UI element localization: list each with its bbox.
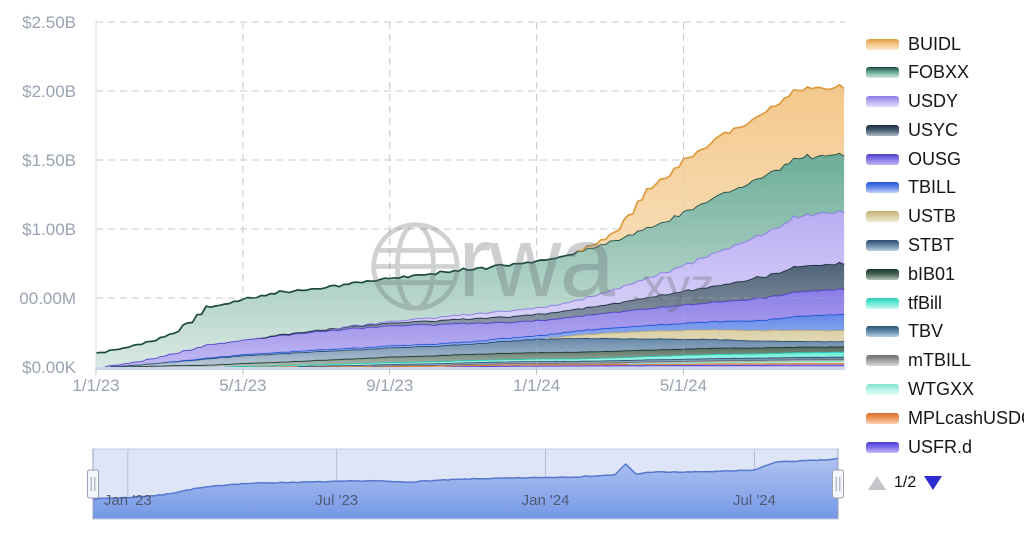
legend: BUIDL FOBXX USDY USYC OUSG TBILL USTB STBT bIB01…	[866, 33, 1024, 492]
legend-item-OUSG[interactable]: OUSG	[866, 148, 1024, 170]
legend-swatch-MPLcashUSDC	[866, 412, 899, 424]
legend-page-indicator: 1/2	[894, 474, 917, 492]
x-axis-label: 1/1/23	[72, 376, 119, 395]
area-USDY[interactable]	[96, 210, 845, 367]
legend-label: WTGXX	[908, 379, 974, 400]
legend-swatch-STBT	[866, 240, 899, 252]
area-USTB[interactable]	[96, 329, 845, 367]
legend-pager: 1/2	[868, 474, 1024, 492]
legend-swatch-mTBILL	[866, 355, 899, 367]
legend-prev-button[interactable]	[868, 476, 886, 491]
x-axis-label: 9/1/23	[366, 376, 413, 395]
legend-item-MPLcashUSDC[interactable]: MPLcashUSDC	[866, 407, 1024, 429]
legend-label: TBV	[908, 321, 944, 342]
legend-label: BUIDL	[908, 33, 962, 54]
legend-swatch-USYC	[866, 124, 899, 136]
legend-label: USTB	[908, 206, 957, 227]
handle-grip	[87, 469, 99, 499]
y-axis-label: $1.50B	[22, 151, 76, 170]
legend-label: MPLcashUSDC	[908, 407, 1024, 428]
legend-label: USYC	[908, 119, 959, 140]
legend-label: USFR.d	[908, 436, 973, 457]
legend-swatch-USTB	[866, 211, 899, 223]
navigator-axis-label: Jul '23	[315, 492, 358, 509]
legend-item-bIB01[interactable]: bIB01	[866, 263, 1024, 285]
legend-item-tfBill[interactable]: tfBill	[866, 292, 1024, 314]
handle-grip	[832, 469, 844, 499]
legend-label: FOBXX	[908, 62, 970, 83]
legend-item-USTB[interactable]: USTB	[866, 206, 1024, 228]
legend-swatch-WTGXX	[866, 384, 899, 396]
navigator-axis-label: Jan '23	[104, 492, 152, 509]
x-axis-label: 1/1/24	[513, 376, 560, 395]
axes: $2.50B$2.00B$1.50B$1.00B00.00M$0.00K1/1/…	[19, 13, 845, 395]
gridlines	[96, 21, 845, 367]
legend-swatch-FOBXX	[866, 67, 899, 79]
area-TBILL[interactable]	[96, 314, 845, 367]
y-axis-label: $1.00B	[22, 220, 76, 239]
legend-label: OUSG	[908, 148, 962, 169]
legend-swatch-USFR.d	[866, 441, 899, 453]
legend-item-mTBILL[interactable]: mTBILL	[866, 350, 1024, 372]
y-axis-label: 00.00M	[19, 289, 76, 308]
navigator-range[interactable]	[93, 458, 838, 520]
navigator: Jan '23 Jul '23 Jan '24 Jul '24	[87, 448, 844, 520]
legend-label: bIB01	[908, 263, 956, 284]
legend-swatch-bIB01	[866, 268, 899, 280]
line-FOBXX	[95, 152, 845, 354]
legend-items: BUIDL FOBXX USDY USYC OUSG TBILL USTB STBT bIB01…	[866, 33, 1024, 458]
legend-item-STBT[interactable]: STBT	[866, 235, 1024, 257]
legend-next-button[interactable]	[924, 476, 943, 491]
legend-swatch-USDY	[866, 96, 899, 108]
legend-item-USDY[interactable]: USDY	[866, 91, 1024, 113]
area-BUIDL[interactable]	[96, 84, 845, 353]
navigator-axis-label: Jul '24	[733, 492, 776, 509]
y-axis-label: $2.50B	[22, 13, 76, 32]
legend-label: mTBILL	[908, 350, 972, 371]
legend-item-FOBXX[interactable]: FOBXX	[866, 62, 1024, 84]
legend-label: USDY	[908, 91, 959, 112]
x-axis-label: 5/1/23	[219, 376, 266, 395]
legend-swatch-BUIDL	[866, 38, 899, 50]
legend-item-WTGXX[interactable]: WTGXX	[866, 379, 1024, 401]
legend-item-BUIDL[interactable]: BUIDL	[866, 33, 1024, 55]
legend-item-USYC[interactable]: USYC	[866, 119, 1024, 141]
legend-swatch-TBV	[866, 326, 899, 338]
legend-item-TBV[interactable]: TBV	[866, 321, 1024, 343]
series-areas	[95, 83, 845, 368]
area-STBT[interactable]	[96, 337, 845, 367]
legend-item-TBILL[interactable]: TBILL	[866, 177, 1024, 199]
navigator-left-handle[interactable]	[87, 449, 99, 519]
area-FOBXX[interactable]	[96, 152, 845, 367]
line-BUIDL	[577, 83, 845, 252]
y-axis-label: $2.00B	[22, 82, 76, 101]
legend-label: TBILL	[908, 177, 957, 198]
legend-swatch-OUSG	[866, 153, 899, 165]
legend-item-USFR.d[interactable]: USFR.d	[866, 436, 1024, 458]
legend-label: tfBill	[908, 292, 943, 313]
navigator-outline	[92, 457, 839, 501]
legend-swatch-tfBill	[866, 297, 899, 309]
navigator-axis-label: Jan '24	[522, 492, 570, 509]
y-axis-label: $0.00K	[22, 358, 77, 377]
legend-swatch-TBILL	[866, 182, 899, 194]
navigator-right-handle[interactable]	[832, 449, 844, 519]
legend-label: STBT	[908, 235, 955, 256]
x-axis-label: 5/1/24	[660, 376, 707, 395]
